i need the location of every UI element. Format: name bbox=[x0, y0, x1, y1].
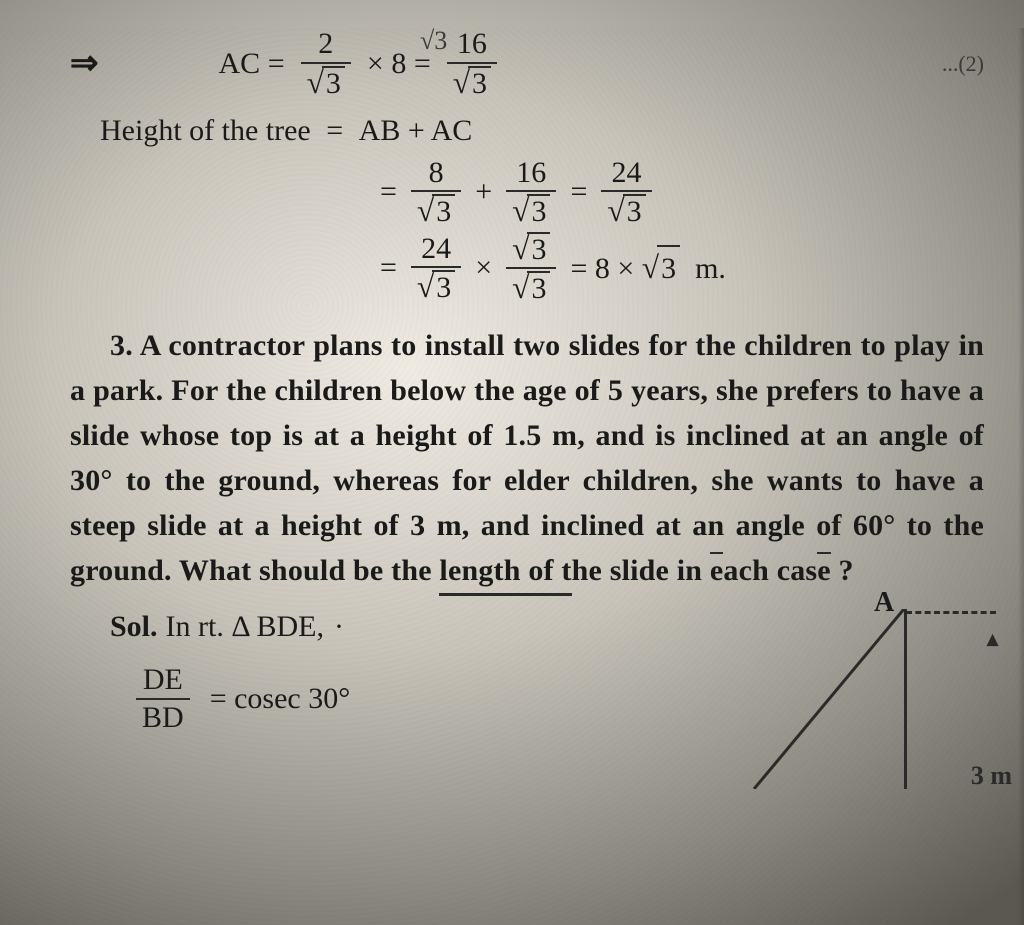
ac-lhs: AC = bbox=[219, 42, 285, 86]
underlined-fragment: length of t bbox=[439, 548, 571, 593]
frac-8-sqrt3: 8 √3 bbox=[411, 157, 461, 228]
frac-24-sqrt3-b: 24 √3 bbox=[411, 233, 461, 304]
implies-arrow: ⇒ bbox=[70, 39, 99, 88]
solution-block: Sol. In rt. Δ BDE, · DE BD = cosec 30° A… bbox=[70, 599, 984, 789]
equation-rationalize: = 24 √3 × √3 √3 = 8 × √3 m. bbox=[70, 232, 984, 305]
frac-sqrt3-sqrt3: √3 √3 bbox=[506, 232, 556, 305]
fragment-sqrt3: √3 bbox=[420, 22, 447, 60]
frac-de-bd: DE BD bbox=[136, 664, 190, 733]
equation-height-label: Height of the tree = AB + AC bbox=[70, 109, 984, 153]
question-3: 3. A contractor plans to install two sli… bbox=[70, 323, 984, 593]
frac-16-over-sqrt3: 16 √3 bbox=[447, 28, 497, 99]
eq-cosec30: = cosec 30° bbox=[210, 677, 351, 721]
hypotenuse bbox=[744, 609, 974, 789]
sol-label: Sol. bbox=[110, 605, 158, 649]
frac-16-sqrt3: 16 √3 bbox=[506, 157, 556, 228]
equation-sum-fracs: = 8 √3 + 16 √3 = 24 √3 bbox=[70, 157, 984, 228]
frac-24-sqrt3: 24 √3 bbox=[601, 157, 651, 228]
dimension-3m: 3 m bbox=[971, 757, 1012, 795]
solution-text: Sol. In rt. Δ BDE, · DE BD = cosec 30° bbox=[70, 599, 704, 734]
question-number: 3. bbox=[110, 323, 133, 368]
result-8-sqrt3: = 8 × √3 m. bbox=[570, 245, 725, 291]
ab-plus-ac: AB + AC bbox=[359, 109, 473, 153]
equation-ref-2: ...(2) bbox=[942, 48, 984, 80]
sol-line1: In rt. Δ BDE, bbox=[166, 605, 324, 649]
height-label: Height of the tree bbox=[100, 109, 311, 153]
textbook-page: √3 ⇒ AC = 2 √3 × 8 = 16 √3 ...(2) Height… bbox=[0, 28, 1024, 789]
equation-ac: ⇒ AC = 2 √3 × 8 = 16 √3 ...(2) bbox=[70, 28, 984, 99]
triangle-diagram: A ▴ 3 m bbox=[724, 589, 984, 789]
up-tick: ▴ bbox=[987, 623, 998, 655]
page-edge-shadow bbox=[1018, 28, 1024, 925]
frac-2-over-sqrt3: 2 √3 bbox=[301, 28, 351, 99]
